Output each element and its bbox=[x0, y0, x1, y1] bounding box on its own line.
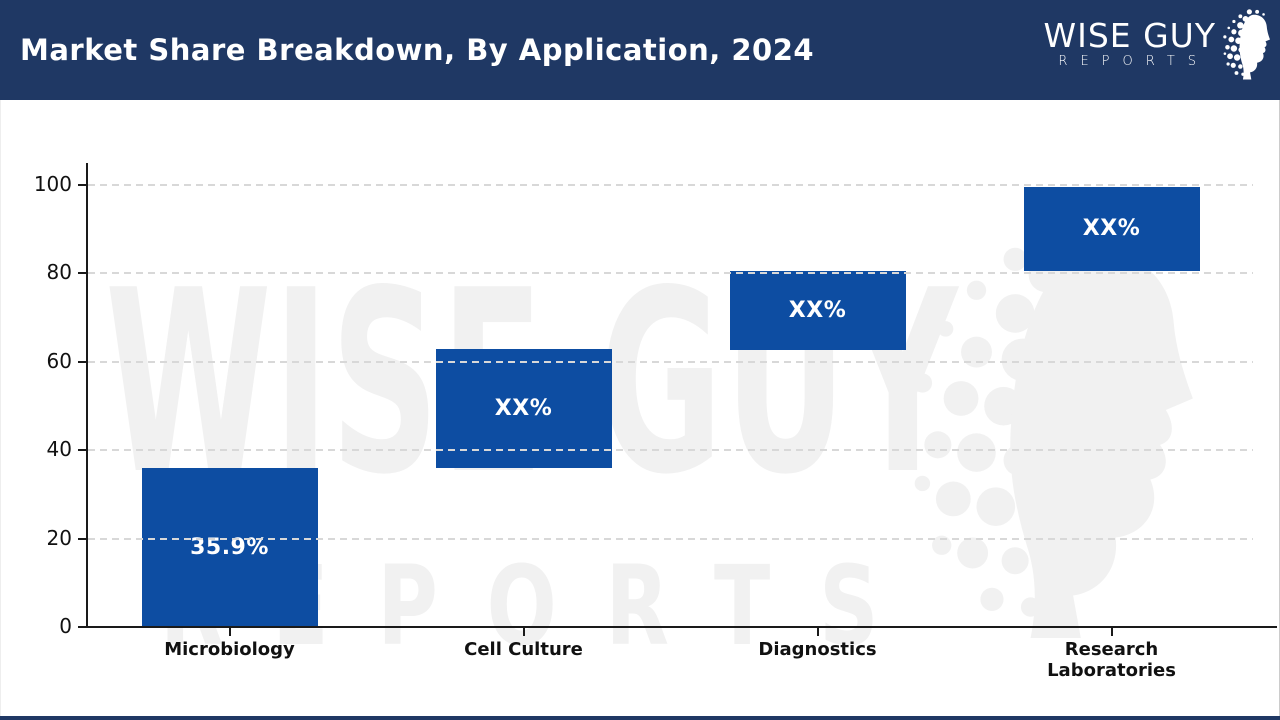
y-axis bbox=[86, 163, 88, 628]
logo-head-icon bbox=[1223, 9, 1270, 80]
footer-strip bbox=[0, 716, 1280, 720]
bar-segment: 35.9% bbox=[141, 468, 318, 627]
category-label: Microbiology bbox=[164, 639, 295, 660]
bar-segment: XX% bbox=[729, 271, 906, 350]
bar-segment: XX% bbox=[1023, 186, 1200, 271]
gridline bbox=[88, 537, 1253, 540]
y-tick-label: 0 bbox=[59, 614, 72, 638]
bar-value-label: XX% bbox=[494, 396, 553, 422]
y-tick-label: 60 bbox=[46, 348, 72, 373]
bar-value-label: XX% bbox=[788, 298, 847, 324]
bar-segment: XX% bbox=[435, 348, 612, 469]
y-tick-mark bbox=[78, 626, 88, 628]
x-tick-mark bbox=[522, 628, 525, 636]
chart-title: Market Share Breakdown, By Application, … bbox=[20, 33, 815, 67]
wise-guy-reports-logo: WISE GUY REPORTS bbox=[1043, 8, 1270, 80]
y-tick-mark bbox=[78, 184, 88, 186]
gridline bbox=[88, 184, 1253, 186]
logo-wiseguy-label: WISE GUY bbox=[1043, 15, 1216, 55]
logo-text: WISE GUY REPORTS bbox=[1043, 15, 1216, 70]
category-label: Cell Culture bbox=[464, 639, 583, 660]
x-tick-mark bbox=[1110, 628, 1113, 636]
gridline bbox=[88, 449, 1253, 452]
y-tick-mark bbox=[78, 449, 88, 452]
x-axis bbox=[86, 626, 1277, 628]
y-tick-mark bbox=[78, 537, 88, 540]
bar-value-label: XX% bbox=[1082, 216, 1141, 242]
gridline bbox=[88, 360, 1253, 363]
x-tick-mark bbox=[228, 628, 231, 636]
header-bar: Market Share Breakdown, By Application, … bbox=[0, 0, 1280, 100]
y-tick-label: 80 bbox=[46, 260, 72, 285]
y-tick-mark bbox=[78, 272, 88, 275]
category-label: Research Laboratories bbox=[1047, 639, 1176, 681]
y-tick-mark bbox=[78, 360, 88, 363]
x-tick-mark bbox=[816, 628, 819, 636]
y-tick-label: 100 bbox=[33, 172, 72, 196]
category-label: Diagnostics bbox=[758, 639, 877, 660]
y-tick-label: 40 bbox=[46, 437, 72, 462]
y-tick-label: 20 bbox=[46, 525, 72, 550]
logo-reports-label: REPORTS bbox=[1058, 54, 1210, 70]
gridline bbox=[88, 272, 1253, 275]
